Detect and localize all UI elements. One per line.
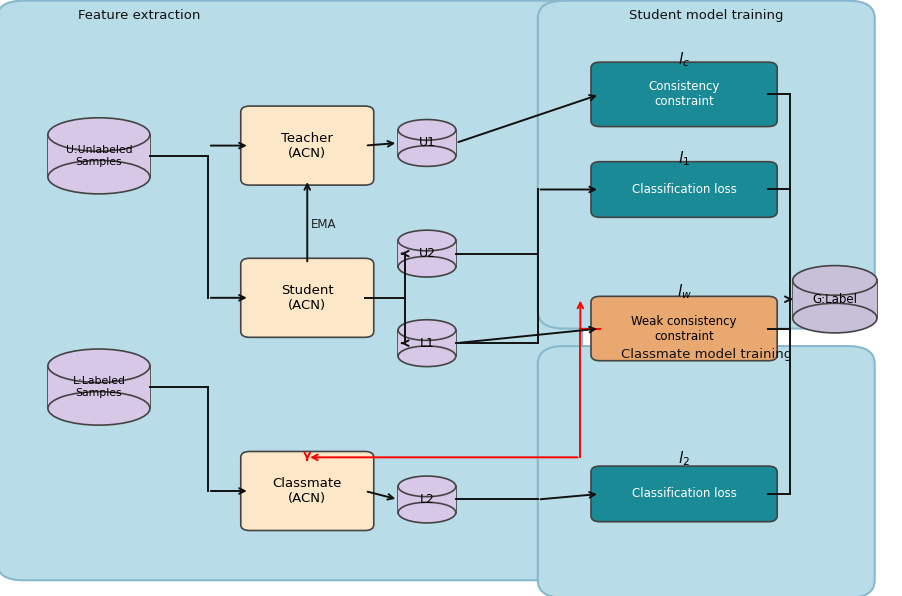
Ellipse shape <box>793 266 877 295</box>
FancyBboxPatch shape <box>591 162 778 218</box>
Text: L2: L2 <box>419 493 435 506</box>
Text: U1: U1 <box>419 136 436 150</box>
Ellipse shape <box>398 120 456 140</box>
Ellipse shape <box>48 392 150 425</box>
Text: U:Unlabeled
Samples: U:Unlabeled Samples <box>66 145 133 167</box>
Text: L:Labeled
Samples: L:Labeled Samples <box>72 376 125 398</box>
Text: Classmate model training: Classmate model training <box>621 349 792 361</box>
FancyBboxPatch shape <box>591 466 778 522</box>
Text: G:Label: G:Label <box>813 293 857 306</box>
Bar <box>398 330 456 356</box>
Ellipse shape <box>48 118 150 151</box>
Text: U2: U2 <box>419 247 436 260</box>
Ellipse shape <box>398 476 456 496</box>
FancyBboxPatch shape <box>0 1 582 581</box>
Bar <box>48 135 150 177</box>
FancyBboxPatch shape <box>538 1 875 328</box>
Text: Classification loss: Classification loss <box>631 183 737 196</box>
Bar <box>398 486 456 513</box>
Text: Student
(ACN): Student (ACN) <box>281 284 334 312</box>
Ellipse shape <box>398 346 456 367</box>
Ellipse shape <box>48 349 150 383</box>
Ellipse shape <box>398 146 456 166</box>
Ellipse shape <box>398 256 456 277</box>
Ellipse shape <box>398 230 456 251</box>
FancyBboxPatch shape <box>241 258 373 337</box>
FancyBboxPatch shape <box>591 62 778 126</box>
Text: Classification loss: Classification loss <box>631 488 737 501</box>
Ellipse shape <box>398 502 456 523</box>
Ellipse shape <box>398 320 456 340</box>
Ellipse shape <box>48 160 150 194</box>
Bar <box>793 280 877 318</box>
FancyBboxPatch shape <box>241 106 373 185</box>
Ellipse shape <box>793 303 877 333</box>
Bar <box>398 241 456 267</box>
Text: Consistency
constraint: Consistency constraint <box>649 80 720 108</box>
FancyBboxPatch shape <box>538 346 875 596</box>
Bar <box>398 130 456 156</box>
Bar <box>48 366 150 408</box>
Text: Teacher
(ACN): Teacher (ACN) <box>281 132 333 160</box>
Text: EMA: EMA <box>310 218 336 231</box>
Text: $\it{l}_1$: $\it{l}_1$ <box>678 150 690 168</box>
Text: Student model training: Student model training <box>629 9 784 22</box>
Text: $\it{l}_2$: $\it{l}_2$ <box>678 449 690 468</box>
FancyBboxPatch shape <box>241 452 373 530</box>
FancyBboxPatch shape <box>591 296 778 361</box>
Text: Classmate
(ACN): Classmate (ACN) <box>272 477 342 505</box>
Text: L1: L1 <box>419 337 435 350</box>
Text: Weak consistency
constraint: Weak consistency constraint <box>631 315 737 343</box>
Text: $\it{l}_c$: $\it{l}_c$ <box>678 50 690 69</box>
Text: $\it{l}_w$: $\it{l}_w$ <box>676 283 692 301</box>
Text: Feature extraction: Feature extraction <box>78 9 200 22</box>
